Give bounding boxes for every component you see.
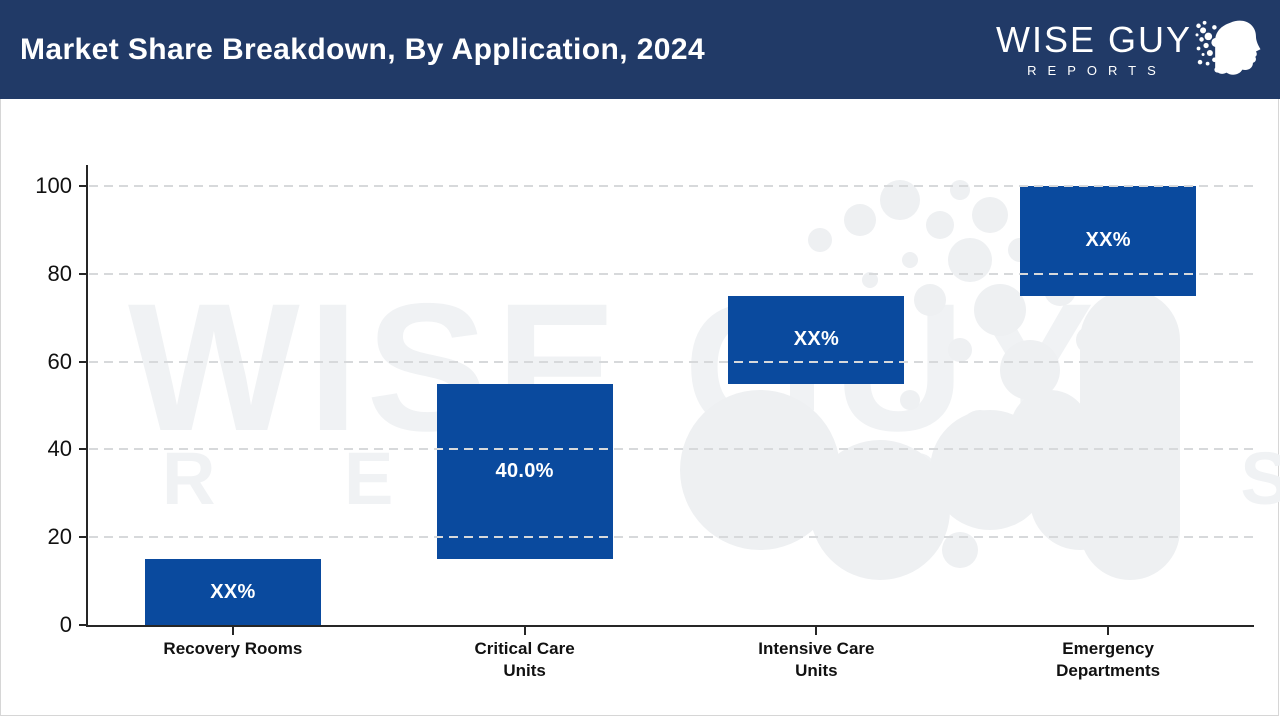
x-category-label: Recovery Rooms — [113, 638, 353, 660]
chart-title: Market Share Breakdown, By Application, … — [20, 32, 706, 66]
x-category-label-line: Emergency — [1062, 639, 1154, 658]
y-tick — [79, 360, 87, 363]
x-tick — [1107, 627, 1110, 635]
x-tick — [523, 627, 526, 635]
y-tick — [79, 185, 87, 187]
y-tick-label: 40 — [47, 436, 72, 462]
x-category-label: Emergency Departments — [988, 638, 1228, 682]
gridline — [89, 185, 1254, 187]
y-axis-line — [86, 165, 88, 626]
x-category-label-line: Units — [503, 661, 546, 680]
bar: XX% — [1020, 186, 1197, 296]
y-tick-label: 0 — [59, 612, 72, 637]
brand-name: WISE GUY — [995, 18, 1192, 60]
bar-value-label: 40.0% — [495, 459, 554, 482]
y-tick — [79, 536, 87, 539]
watermark-text-secondary: R E P O R T S — [162, 437, 1280, 520]
y-tick — [79, 624, 87, 626]
watermark-text-primary: WISE GUY — [128, 265, 1103, 469]
x-category-label-line: Critical Care — [474, 639, 575, 658]
x-category-label-line: Intensive Care — [758, 639, 875, 658]
bar: XX% — [144, 559, 321, 625]
bar: 40.0% — [436, 383, 613, 560]
x-category-label-line: Departments — [1056, 661, 1161, 680]
bar: XX% — [728, 295, 905, 384]
gridline — [89, 272, 1254, 275]
brand-logo-text: WISE GUY REPORTS — [995, 18, 1192, 78]
y-tick-label: 20 — [47, 524, 72, 550]
gridline — [89, 448, 1254, 451]
x-tick — [815, 627, 818, 635]
y-tick-label: 60 — [47, 348, 72, 374]
x-category-label-line: Units — [795, 661, 838, 680]
bar-value-label: XX% — [210, 580, 256, 603]
y-tick — [79, 448, 87, 451]
brand-subtitle: REPORTS — [1027, 62, 1167, 78]
brand-logo: WISE GUY REPORTS — [996, 11, 1262, 89]
gridline — [89, 536, 1254, 539]
x-axis-line — [86, 625, 1254, 627]
bar-value-label: XX% — [1085, 229, 1131, 252]
x-category-label: Intensive Care Units — [696, 638, 936, 682]
bar-value-label: XX% — [793, 328, 840, 351]
x-category-label-line: Recovery Rooms — [163, 639, 303, 658]
y-tick-label: 100 — [35, 173, 72, 198]
y-tick — [79, 272, 87, 275]
y-tick-label: 80 — [47, 260, 72, 286]
x-category-label: Critical Care Units — [405, 638, 645, 682]
gridline — [89, 360, 1254, 363]
x-tick — [231, 627, 234, 635]
header-bar: Market Share Breakdown, By Application, … — [0, 0, 1280, 99]
wise-guy-face-icon — [1195, 20, 1261, 75]
